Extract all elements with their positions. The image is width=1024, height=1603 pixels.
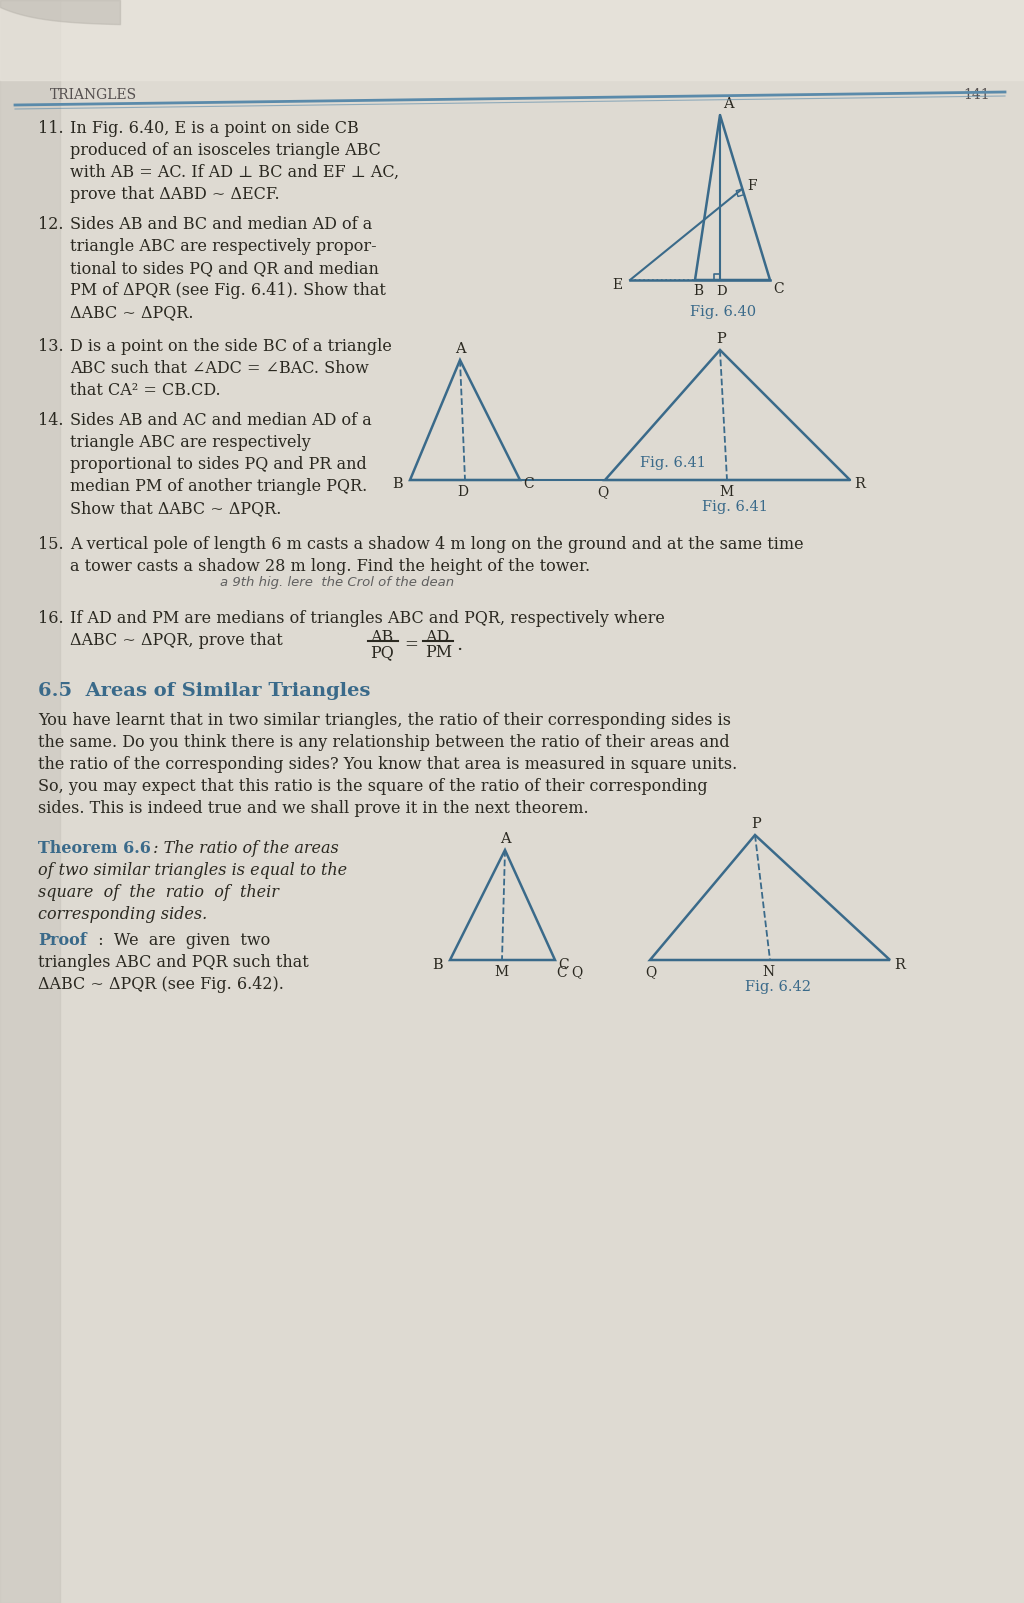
- Text: B: B: [392, 478, 402, 491]
- Text: triangle ABC are respectively propor-: triangle ABC are respectively propor-: [70, 237, 377, 255]
- Text: triangle ABC are respectively: triangle ABC are respectively: [70, 434, 310, 450]
- Text: C: C: [773, 282, 783, 297]
- Text: If AD and PM are medians of triangles ABC and PQR, respectively where: If AD and PM are medians of triangles AB…: [70, 611, 665, 627]
- Text: 14.: 14.: [38, 412, 63, 430]
- Text: =: =: [404, 636, 418, 652]
- Text: that CA² = CB.CD.: that CA² = CB.CD.: [70, 382, 220, 399]
- Text: Theorem 6.6: Theorem 6.6: [38, 840, 151, 858]
- Text: ΔABC ~ ΔPQR.: ΔABC ~ ΔPQR.: [70, 305, 194, 321]
- Text: tional to sides PQ and QR and median: tional to sides PQ and QR and median: [70, 260, 379, 277]
- Text: the ratio of the corresponding sides? You know that area is measured in square u: the ratio of the corresponding sides? Yo…: [38, 757, 737, 773]
- Text: N: N: [762, 965, 774, 979]
- Text: Sides AB and BC and median AD of a: Sides AB and BC and median AD of a: [70, 216, 373, 232]
- Text: C: C: [523, 478, 534, 491]
- Text: a tower casts a shadow 28 m long. Find the height of the tower.: a tower casts a shadow 28 m long. Find t…: [70, 558, 590, 575]
- Text: produced of an isosceles triangle ABC: produced of an isosceles triangle ABC: [70, 143, 381, 159]
- Text: Show that ΔABC ~ ΔPQR.: Show that ΔABC ~ ΔPQR.: [70, 500, 282, 518]
- Text: R: R: [854, 478, 865, 491]
- Text: In Fig. 6.40, E is a point on side CB: In Fig. 6.40, E is a point on side CB: [70, 120, 358, 136]
- Text: M: M: [494, 965, 508, 979]
- Text: 13.: 13.: [38, 338, 63, 354]
- Text: Fig. 6.41: Fig. 6.41: [640, 455, 706, 470]
- Text: A: A: [455, 341, 466, 356]
- Text: PM of ΔPQR (see Fig. 6.41). Show that: PM of ΔPQR (see Fig. 6.41). Show that: [70, 282, 386, 300]
- Text: P: P: [751, 818, 761, 830]
- Text: Q: Q: [645, 965, 656, 979]
- Text: A: A: [723, 98, 733, 111]
- Text: ABC such that ∠ADC = ∠BAC. Show: ABC such that ∠ADC = ∠BAC. Show: [70, 361, 369, 377]
- Text: TRIANGLES: TRIANGLES: [50, 88, 137, 103]
- Text: So, you may expect that this ratio is the square of the ratio of their correspon: So, you may expect that this ratio is th…: [38, 777, 708, 795]
- Text: Sides AB and AC and median AD of a: Sides AB and AC and median AD of a: [70, 412, 372, 430]
- Text: with AB = AC. If AD ⊥ BC and EF ⊥ AC,: with AB = AC. If AD ⊥ BC and EF ⊥ AC,: [70, 164, 399, 181]
- Text: prove that ΔABD ~ ΔECF.: prove that ΔABD ~ ΔECF.: [70, 186, 280, 204]
- Text: 6.5  Areas of Similar Triangles: 6.5 Areas of Similar Triangles: [38, 681, 371, 701]
- Text: AD: AD: [425, 628, 450, 646]
- Bar: [0, 0, 60, 1603]
- Text: E: E: [612, 277, 623, 292]
- Text: Proof: Proof: [38, 931, 87, 949]
- Text: ΔABC ~ ΔPQR (see Fig. 6.42).: ΔABC ~ ΔPQR (see Fig. 6.42).: [38, 976, 284, 992]
- Text: 141: 141: [964, 88, 990, 103]
- Text: M: M: [719, 486, 733, 499]
- Text: corresponding sides.: corresponding sides.: [38, 906, 207, 923]
- Text: sides. This is indeed true and we shall prove it in the next theorem.: sides. This is indeed true and we shall …: [38, 800, 589, 818]
- Text: Q: Q: [597, 486, 608, 499]
- Text: of two similar triangles is equal to the: of two similar triangles is equal to the: [38, 862, 347, 878]
- Text: Fig. 6.41: Fig. 6.41: [702, 500, 768, 515]
- Text: R: R: [894, 959, 905, 971]
- Text: ΔABC ~ ΔPQR, prove that: ΔABC ~ ΔPQR, prove that: [70, 632, 283, 649]
- Bar: [0, 0, 1024, 80]
- Text: square  of  the  ratio  of  their: square of the ratio of their: [38, 883, 279, 901]
- Text: PQ: PQ: [370, 644, 394, 660]
- Text: D is a point on the side BC of a triangle: D is a point on the side BC of a triangl…: [70, 338, 392, 354]
- Text: C Q: C Q: [557, 965, 584, 979]
- Text: F: F: [746, 180, 757, 192]
- Text: median PM of another triangle PQR.: median PM of another triangle PQR.: [70, 478, 368, 495]
- Text: the same. Do you think there is any relationship between the ratio of their area: the same. Do you think there is any rela…: [38, 734, 730, 750]
- Text: triangles ABC and PQR such that: triangles ABC and PQR such that: [38, 954, 309, 971]
- Text: a 9th hig. lere  the Crol of the dean: a 9th hig. lere the Crol of the dean: [220, 575, 454, 588]
- Text: You have learnt that in two similar triangles, the ratio of their corresponding : You have learnt that in two similar tria…: [38, 712, 731, 729]
- Text: 16.: 16.: [38, 611, 63, 627]
- Text: B: B: [693, 284, 703, 298]
- Text: : The ratio of the areas: : The ratio of the areas: [148, 840, 339, 858]
- Text: A: A: [500, 832, 511, 846]
- Text: Fig. 6.40: Fig. 6.40: [690, 305, 756, 319]
- Text: D: D: [716, 285, 727, 298]
- Text: B: B: [432, 959, 442, 971]
- Text: 11.: 11.: [38, 120, 63, 136]
- Text: C: C: [558, 959, 568, 971]
- Text: .: .: [456, 636, 462, 654]
- Text: A vertical pole of length 6 m casts a shadow 4 m long on the ground and at the s: A vertical pole of length 6 m casts a sh…: [70, 535, 804, 553]
- Text: PM: PM: [425, 644, 453, 660]
- Text: AB: AB: [370, 628, 393, 646]
- Text: Fig. 6.42: Fig. 6.42: [745, 979, 811, 994]
- Text: 12.: 12.: [38, 216, 63, 232]
- Text: :  We  are  given  two: : We are given two: [88, 931, 270, 949]
- Text: 15.: 15.: [38, 535, 63, 553]
- Text: P: P: [716, 332, 726, 346]
- Text: proportional to sides PQ and PR and: proportional to sides PQ and PR and: [70, 455, 367, 473]
- Text: D: D: [457, 486, 468, 499]
